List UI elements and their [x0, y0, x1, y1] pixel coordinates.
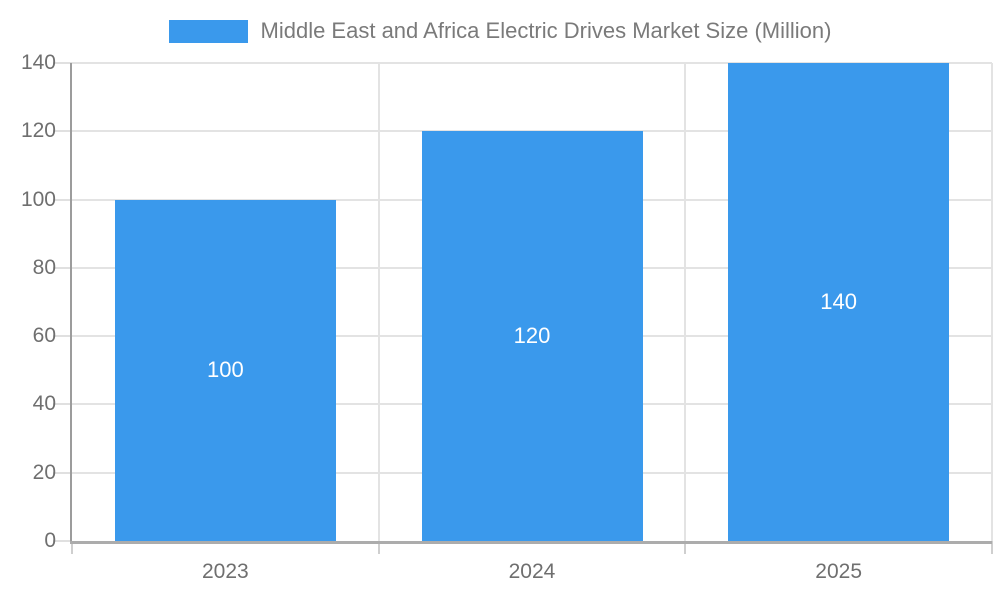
legend-item[interactable]: Middle East and Africa Electric Drives M…	[0, 17, 1000, 45]
y-axis-tick	[53, 540, 72, 542]
bar-2023[interactable]	[114, 199, 336, 541]
gridline-v	[684, 63, 687, 541]
bar-2025[interactable]	[728, 63, 950, 541]
x-tick-label: 2024	[508, 560, 556, 583]
gridline-h	[72, 62, 992, 64]
y-axis-tick	[53, 403, 72, 406]
x-axis-tick	[377, 541, 380, 554]
y-tick-label: 40	[32, 392, 56, 416]
bar-2024[interactable]	[421, 131, 643, 541]
x-axis-tick	[991, 541, 993, 554]
x-axis-tick	[71, 541, 73, 554]
gridline-v	[377, 63, 380, 541]
y-tick-label: 140	[20, 51, 56, 74]
x-axis-line	[70, 541, 992, 544]
chart-title: Middle East and Africa Electric Drives M…	[260, 18, 832, 43]
x-tick-label: 2025	[815, 560, 863, 583]
gridline-v	[991, 63, 993, 541]
y-axis-tick	[53, 130, 72, 133]
y-tick-label: 120	[20, 119, 56, 143]
y-axis-tick	[53, 335, 72, 338]
x-tick-label: 2023	[201, 560, 249, 583]
x-axis-tick	[684, 541, 687, 554]
legend-swatch-icon	[168, 19, 248, 43]
y-axis-tick	[53, 471, 72, 474]
y-axis-tick	[53, 266, 72, 269]
y-tick-label: 100	[20, 187, 56, 211]
y-axis-line	[70, 63, 72, 541]
y-axis-tick	[53, 198, 72, 201]
y-axis-tick	[53, 62, 72, 64]
y-tick-label: 80	[32, 255, 56, 279]
y-tick-label: 0	[44, 529, 56, 552]
y-tick-label: 20	[32, 460, 56, 484]
y-tick-label: 60	[32, 324, 56, 348]
